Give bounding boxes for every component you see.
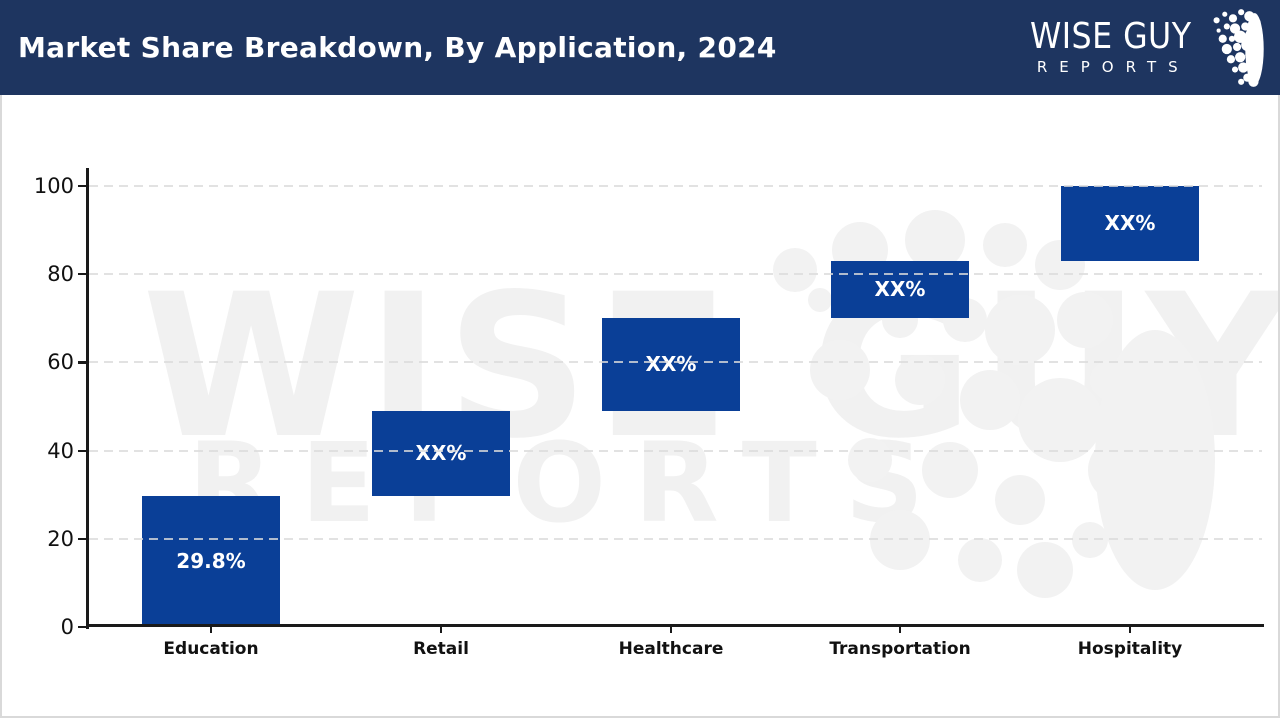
x-category-label: Retail	[413, 639, 469, 659]
header: Market Share Breakdown, By Application, …	[0, 0, 1280, 95]
x-tick	[440, 627, 442, 633]
head-dots-icon	[1213, 8, 1264, 87]
watermark-head-dots	[773, 210, 1215, 598]
bar: XX%	[831, 260, 969, 318]
y-tick	[78, 449, 87, 452]
logo-reports-text: REPORTS	[1036, 58, 1190, 76]
bar: 29.8%	[142, 495, 280, 627]
gridline	[89, 273, 1262, 276]
bar-value-label: XX%	[415, 441, 467, 466]
y-tick	[78, 537, 87, 540]
bar-value-label: XX%	[645, 352, 697, 377]
y-tick-label: 80	[47, 262, 74, 287]
bar-value-label: XX%	[874, 277, 926, 302]
gridline	[89, 537, 1262, 540]
bar: XX%	[602, 317, 740, 411]
y-tick-label: 60	[47, 350, 74, 375]
page-title: Market Share Breakdown, By Application, …	[18, 31, 777, 64]
x-category-label: Transportation	[829, 639, 971, 659]
y-axis-line	[86, 168, 89, 629]
left-border	[0, 95, 2, 718]
x-tick	[670, 627, 672, 633]
y-tick	[78, 361, 87, 364]
x-category-label: Hospitality	[1077, 639, 1183, 659]
y-tick-label: 100	[33, 174, 74, 198]
y-tick	[78, 185, 87, 188]
bar-value-label: 29.8%	[176, 549, 246, 574]
gridline	[89, 449, 1262, 452]
bottom-border	[0, 716, 1280, 718]
logo-wordmark: WISE GUY REPORTS	[1019, 16, 1203, 77]
bar: XX%	[372, 410, 510, 496]
x-tick	[1129, 627, 1131, 633]
logo: WISE GUY REPORTS	[1019, 6, 1265, 90]
x-category-label: Healthcare	[618, 639, 724, 659]
y-tick-label: 20	[47, 526, 74, 551]
gridline	[89, 185, 1262, 187]
x-category-label: Education	[163, 639, 259, 659]
y-tick	[78, 273, 87, 276]
logo-wiseguy-text: WISE GUY	[1029, 16, 1191, 57]
y-tick-label: 0	[60, 615, 74, 639]
watermark-reports: REPORTS	[188, 419, 952, 547]
x-tick	[899, 627, 901, 633]
bar: XX%	[1061, 186, 1199, 261]
bar-value-label: XX%	[1104, 211, 1156, 236]
x-axis-line	[86, 624, 1264, 627]
gridline	[89, 361, 1262, 364]
y-tick-label: 40	[47, 438, 74, 463]
x-tick	[210, 627, 212, 633]
right-border	[1278, 95, 1280, 718]
y-tick	[78, 626, 87, 629]
